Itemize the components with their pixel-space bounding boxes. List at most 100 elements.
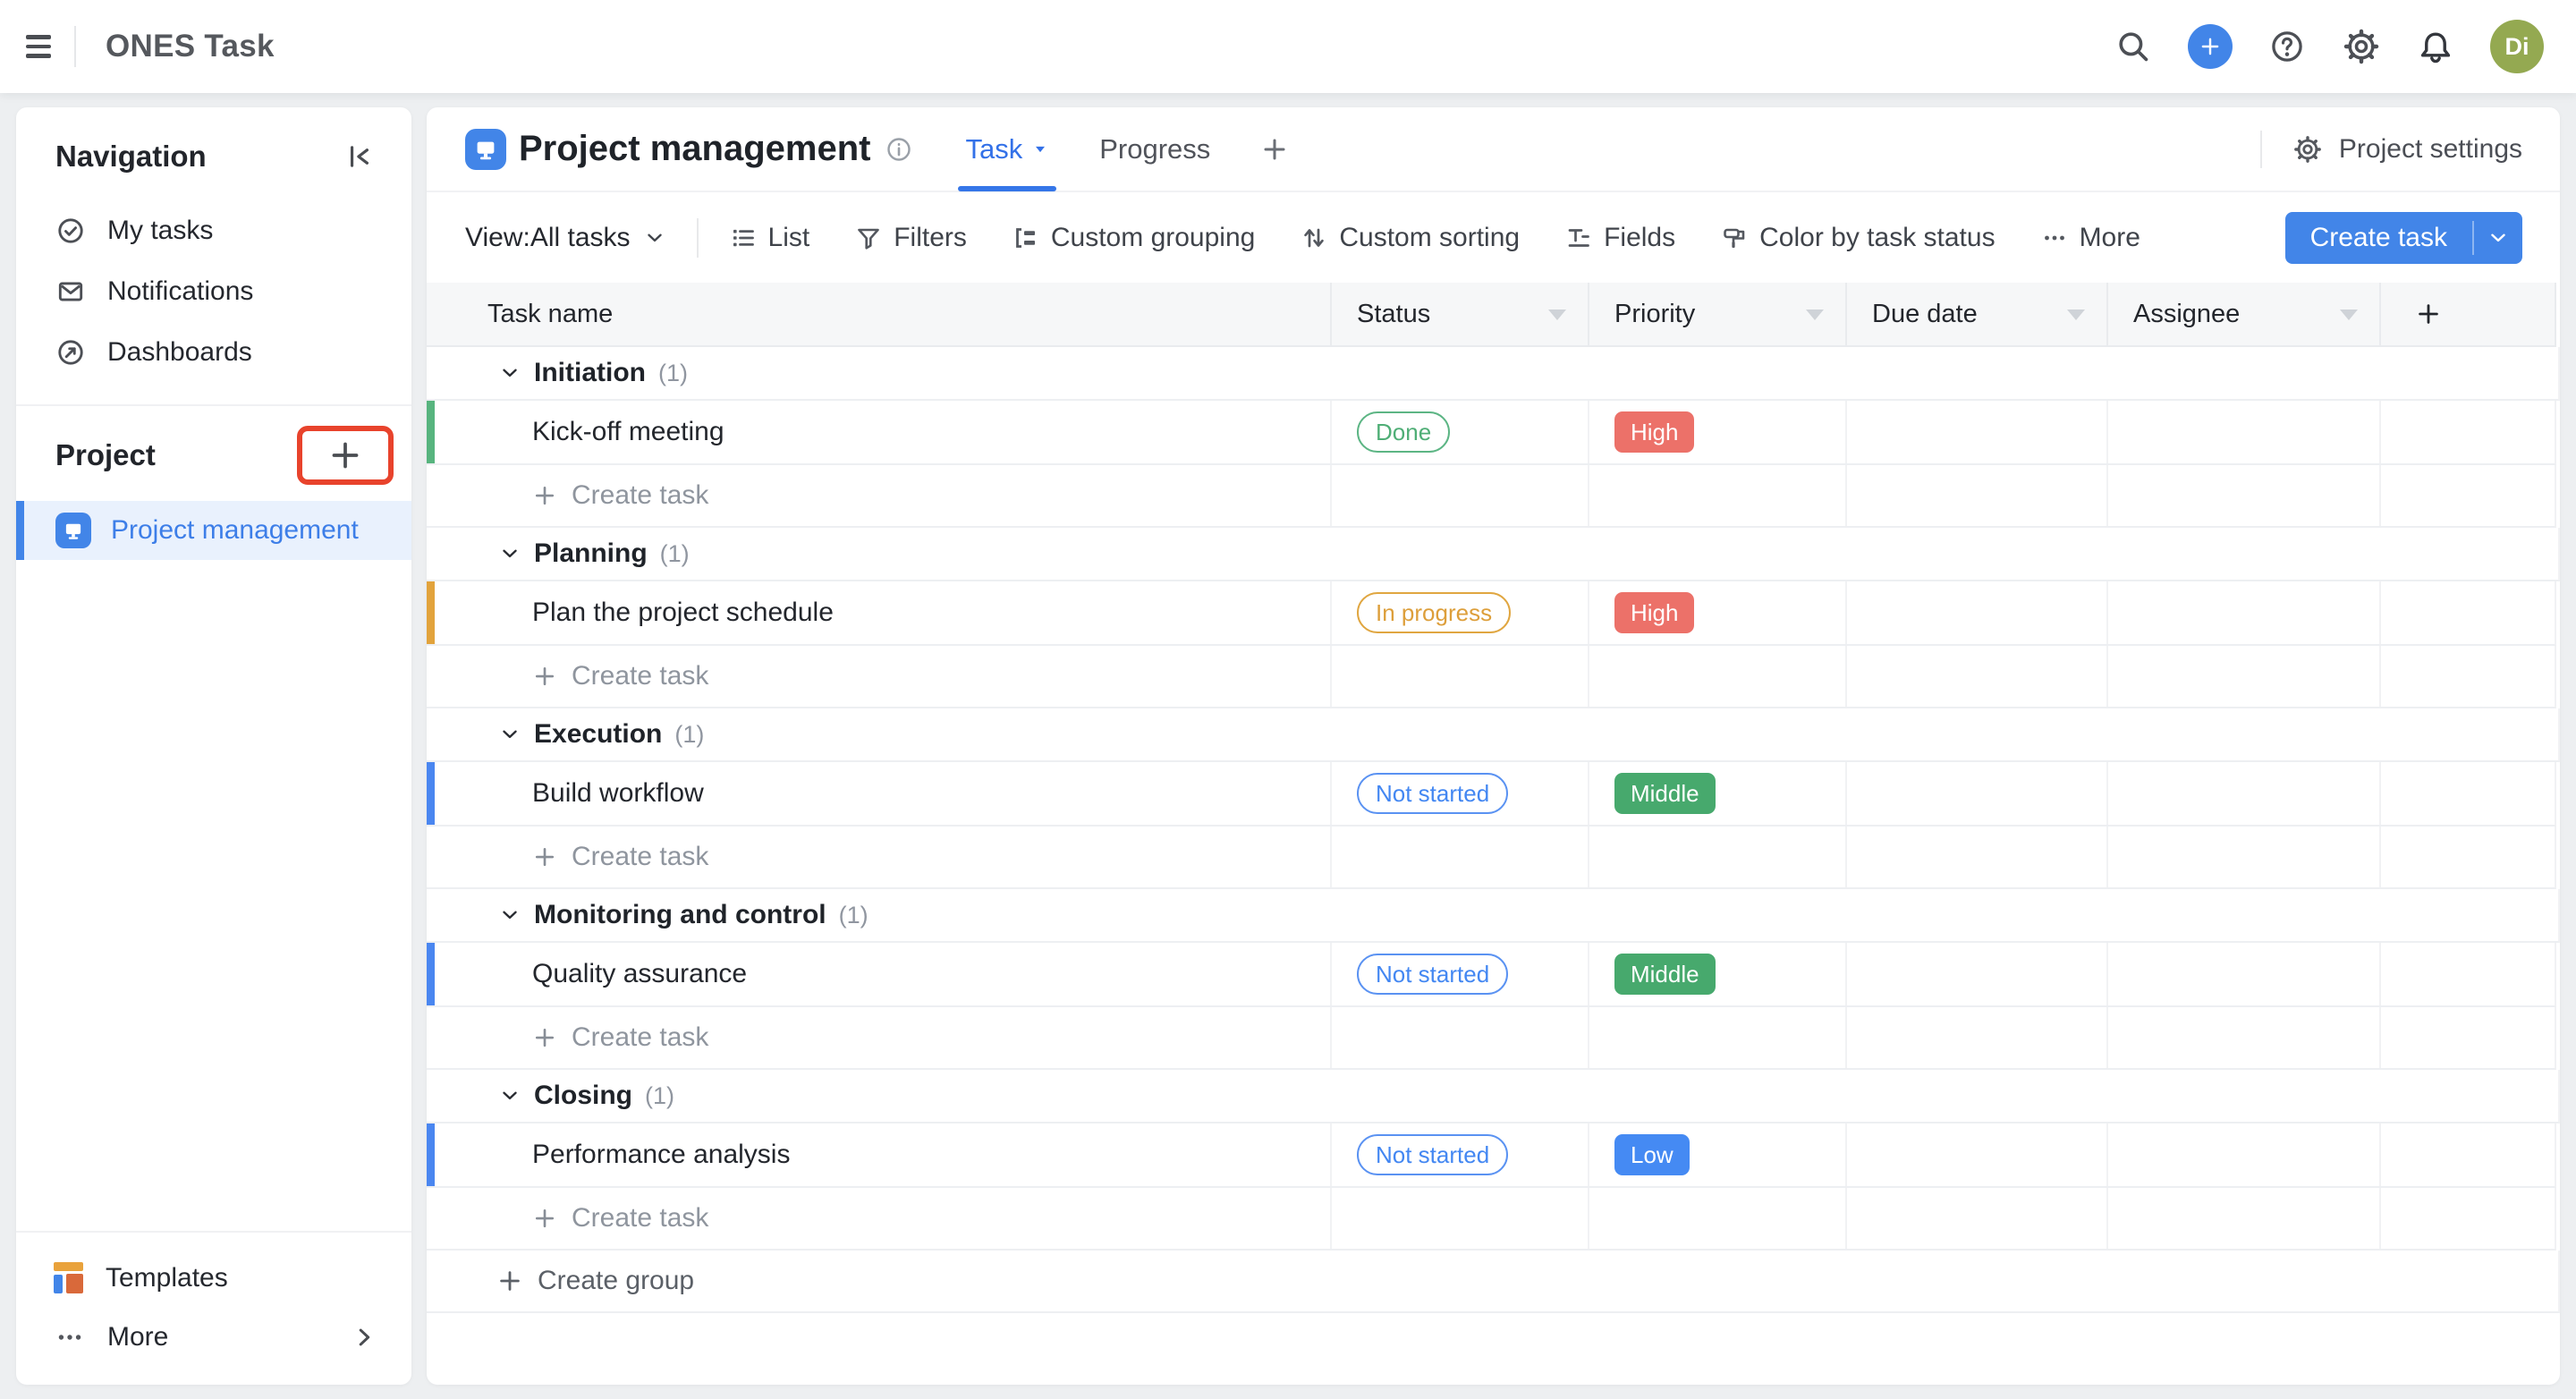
assignee-cell[interactable]	[2106, 401, 2379, 463]
add-tab-button[interactable]	[1260, 107, 1289, 191]
column-header-assignee[interactable]: Assignee	[2106, 283, 2379, 345]
status-badge[interactable]: Not started	[1357, 1134, 1509, 1175]
status-cell[interactable]: In progress	[1330, 581, 1588, 644]
tab-progress[interactable]: Progress	[1099, 132, 1211, 165]
view-switcher[interactable]: View:All tasks	[465, 223, 666, 253]
task-name-cell[interactable]: Performance analysis	[427, 1123, 1330, 1186]
group-row-planning[interactable]: Planning (1)	[427, 528, 2560, 581]
task-name: Performance analysis	[532, 1140, 791, 1169]
sidebar-item-notifications[interactable]: Notifications	[16, 261, 411, 322]
chevron-down-icon[interactable]	[498, 1084, 521, 1107]
priority-cell[interactable]: High	[1588, 581, 1845, 644]
group-row-initiation[interactable]: Initiation (1)	[427, 347, 2560, 401]
collapse-sidebar-icon[interactable]	[343, 140, 376, 173]
priority-badge[interactable]: Middle	[1614, 954, 1716, 995]
create-task-row: Create task	[427, 1007, 2556, 1070]
priority-cell[interactable]: Middle	[1588, 762, 1845, 825]
sidebar-item-project-management[interactable]: Project management	[16, 501, 411, 560]
project-settings-button[interactable]: Project settings	[2338, 133, 2522, 164]
sidebar-item-templates[interactable]: Templates	[16, 1249, 411, 1308]
caret-down-icon[interactable]	[1806, 309, 1824, 320]
column-header-task-name[interactable]: Task name	[487, 299, 614, 328]
more-button[interactable]: More	[2040, 223, 2140, 253]
sidebar-item-my-tasks[interactable]: My tasks	[16, 200, 411, 261]
priority-badge[interactable]: High	[1614, 411, 1695, 453]
chevron-down-icon[interactable]	[498, 542, 521, 565]
custom-grouping-button[interactable]: Custom grouping	[1012, 223, 1255, 253]
chevron-down-icon[interactable]	[498, 723, 521, 746]
status-badge[interactable]: In progress	[1357, 592, 1512, 633]
status-cell[interactable]: Not started	[1330, 943, 1588, 1005]
due-date-cell[interactable]	[1845, 1123, 2106, 1186]
help-icon[interactable]	[2268, 28, 2306, 65]
caret-down-icon[interactable]	[1548, 309, 1566, 320]
create-task-button[interactable]: Create task	[2284, 211, 2522, 264]
gear-icon[interactable]	[2342, 27, 2381, 66]
priority-cell[interactable]: Low	[1588, 1123, 1845, 1186]
column-header-priority[interactable]: Priority	[1588, 283, 1845, 345]
task-name-cell[interactable]: Build workflow	[427, 762, 1330, 825]
sidebar-item-dashboards[interactable]: Dashboards	[16, 322, 411, 383]
create-task-row: Create task	[427, 827, 2556, 889]
column-header-due-date[interactable]: Due date	[1845, 283, 2106, 345]
hamburger-menu-icon[interactable]	[26, 35, 51, 58]
group-row-execution[interactable]: Execution (1)	[427, 708, 2560, 762]
due-date-cell[interactable]	[1845, 943, 2106, 1005]
create-task-button[interactable]: Create task	[427, 465, 1330, 526]
extra-cell	[2379, 1123, 2555, 1186]
priority-cell[interactable]: Middle	[1588, 943, 1845, 1005]
status-cell[interactable]: Done	[1330, 401, 1588, 463]
group-row-monitoring-and-control[interactable]: Monitoring and control (1)	[427, 889, 2560, 943]
sidebar-item-label: My tasks	[107, 216, 214, 245]
tab-task[interactable]: Task	[958, 107, 1056, 191]
top-bar: ONES Task Di	[0, 0, 2576, 93]
global-create-button[interactable]	[2188, 24, 2233, 69]
filters-button[interactable]: Filters	[854, 223, 967, 253]
status-cell[interactable]: Not started	[1330, 762, 1588, 825]
list-icon	[729, 224, 758, 252]
priority-badge[interactable]: Low	[1614, 1134, 1690, 1175]
assignee-cell[interactable]	[2106, 943, 2379, 1005]
caret-down-icon[interactable]	[2067, 309, 2085, 320]
create-task-dropdown[interactable]	[2474, 212, 2522, 264]
status-badge[interactable]: Not started	[1357, 773, 1509, 814]
priority-badge[interactable]: Middle	[1614, 773, 1716, 814]
status-cell[interactable]: Not started	[1330, 1123, 1588, 1186]
chevron-down-icon[interactable]	[498, 903, 521, 927]
info-icon[interactable]	[885, 135, 913, 164]
assignee-cell[interactable]	[2106, 762, 2379, 825]
group-row-closing[interactable]: Closing (1)	[427, 1070, 2560, 1123]
add-project-button[interactable]	[327, 437, 363, 473]
sidebar-item-more[interactable]: More	[16, 1308, 411, 1367]
create-task-button[interactable]: Create task	[427, 1188, 1330, 1249]
status-badge[interactable]: Done	[1357, 411, 1451, 453]
group-count: (1)	[659, 539, 690, 567]
task-name-cell[interactable]: Quality assurance	[427, 943, 1330, 1005]
column-header-status[interactable]: Status	[1330, 283, 1588, 345]
assignee-cell[interactable]	[2106, 1123, 2379, 1186]
due-date-cell[interactable]	[1845, 762, 2106, 825]
status-badge[interactable]: Not started	[1357, 954, 1509, 995]
list-view-button[interactable]: List	[729, 223, 809, 253]
table-row: Quality assurance Not started Middle	[427, 943, 2556, 1007]
create-task-button[interactable]: Create task	[427, 827, 1330, 887]
custom-sorting-button[interactable]: Custom sorting	[1300, 223, 1520, 253]
add-column-button[interactable]	[2379, 283, 2555, 345]
task-name-cell[interactable]: Plan the project schedule	[427, 581, 1330, 644]
color-by-task-status-button[interactable]: Color by task status	[1720, 223, 1996, 253]
chevron-down-icon[interactable]	[498, 361, 521, 385]
due-date-cell[interactable]	[1845, 581, 2106, 644]
fields-button[interactable]: Fields	[1564, 223, 1675, 253]
priority-badge[interactable]: High	[1614, 592, 1695, 633]
create-task-button[interactable]: Create task	[427, 1007, 1330, 1068]
bell-icon[interactable]	[2417, 28, 2454, 65]
avatar[interactable]: Di	[2490, 20, 2544, 73]
search-icon[interactable]	[2114, 28, 2152, 65]
caret-down-icon[interactable]	[2340, 309, 2358, 320]
priority-cell[interactable]: High	[1588, 401, 1845, 463]
due-date-cell[interactable]	[1845, 401, 2106, 463]
create-group-button[interactable]: Create group	[427, 1251, 2560, 1313]
assignee-cell[interactable]	[2106, 581, 2379, 644]
task-name-cell[interactable]: Kick-off meeting	[427, 401, 1330, 463]
create-task-button[interactable]: Create task	[427, 646, 1330, 707]
